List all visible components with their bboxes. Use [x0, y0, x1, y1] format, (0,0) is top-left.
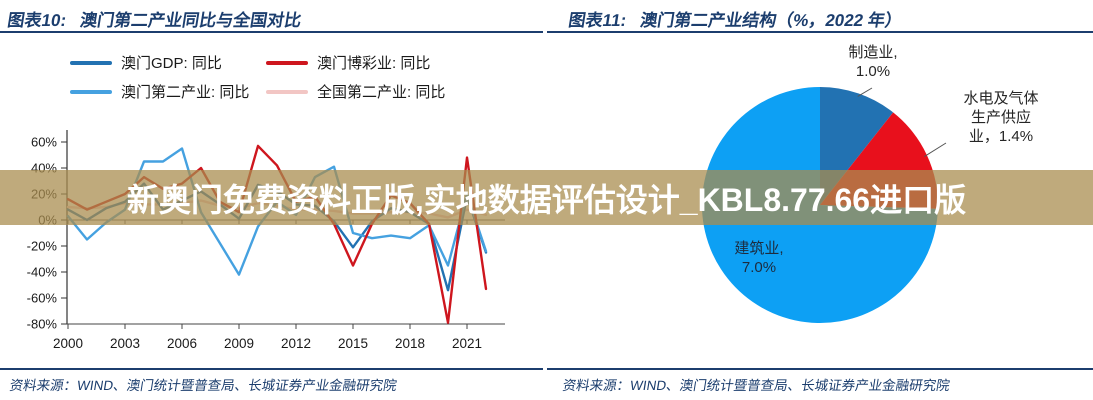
watermark-text: 新奥门免费资料正版,实地数据评估设计_KBL8.77.66进口版 — [126, 181, 967, 218]
pie-leader-line — [857, 87, 873, 97]
legend-item-macau-secondary: 澳门第二产业: 同比 — [70, 81, 266, 102]
y-tick-label: -40% — [27, 265, 58, 280]
y-tick-label: -20% — [27, 239, 58, 254]
legend-label: 澳门博彩业: 同比 — [317, 55, 431, 72]
legend-label: 澳门GDP: 同比 — [121, 55, 222, 72]
pie-label-text: 制造业, — [848, 44, 898, 61]
x-tick-label: 2018 — [395, 336, 425, 351]
national-secondary-line-swatch — [266, 89, 308, 94]
pie-label-text: 建筑业, — [734, 240, 784, 257]
right-source-rule — [547, 368, 1093, 370]
pie-label-manufacturing: 制造业, 1.0% — [817, 44, 929, 82]
x-tick-label: 2009 — [224, 336, 254, 351]
left-source-rule — [0, 368, 543, 370]
pie-label-text: 生产供应 — [970, 108, 1031, 126]
right-source: 资料来源：WIND、澳门统计暨普查局、长城证券产业金融研究院 — [561, 378, 951, 393]
left-source: 资料来源：WIND、澳门统计暨普查局、长城证券产业金融研究院 — [8, 378, 398, 393]
y-tick-label: -60% — [27, 291, 58, 306]
y-tick-label: -80% — [27, 317, 58, 332]
pie-label-value: 业，1.4% — [968, 127, 1034, 145]
x-tick-label: 2012 — [281, 336, 311, 351]
left-title-rule — [0, 31, 543, 33]
legend-item-macau-gaming: 澳门博彩业: 同比 — [266, 52, 445, 73]
y-tick-label: 60% — [31, 135, 57, 150]
right-title-rule — [547, 31, 1093, 33]
pie-label-value: 1.0% — [855, 62, 891, 80]
macau-gaming-line-swatch — [266, 60, 308, 65]
x-tick-label: 2006 — [167, 336, 197, 351]
x-tick-label: 2015 — [338, 336, 368, 351]
macau-secondary-line-swatch — [70, 89, 112, 94]
x-tick-label: 2000 — [53, 336, 83, 351]
pie-label-text: 水电及气体 — [963, 90, 1039, 107]
pie-leader-line — [924, 142, 947, 158]
legend-label: 澳门第二产业: 同比 — [121, 84, 250, 101]
x-tick-label: 2021 — [452, 336, 482, 351]
x-tick-label: 2003 — [110, 336, 140, 351]
line-chart-legend: 澳门GDP: 同比 澳门博彩业: 同比 澳门第二产业: 同比 全国第二产业: 同… — [70, 52, 445, 102]
legend-item-macau-gdp: 澳门GDP: 同比 — [70, 52, 266, 73]
macau-gdp-line-swatch — [70, 60, 112, 65]
pie-label-value: 7.0% — [741, 258, 777, 276]
pie-label-construction: 建筑业, 7.0% — [703, 240, 815, 278]
pie-label-utilities: 水电及气体 生产供应 业，1.4% — [925, 90, 1077, 147]
legend-label: 全国第二产业: 同比 — [317, 84, 446, 101]
watermark-band: 新奥门免费资料正版,实地数据评估设计_KBL8.77.66进口版 — [0, 170, 1093, 225]
legend-item-national-secondary: 全国第二产业: 同比 — [266, 81, 445, 102]
